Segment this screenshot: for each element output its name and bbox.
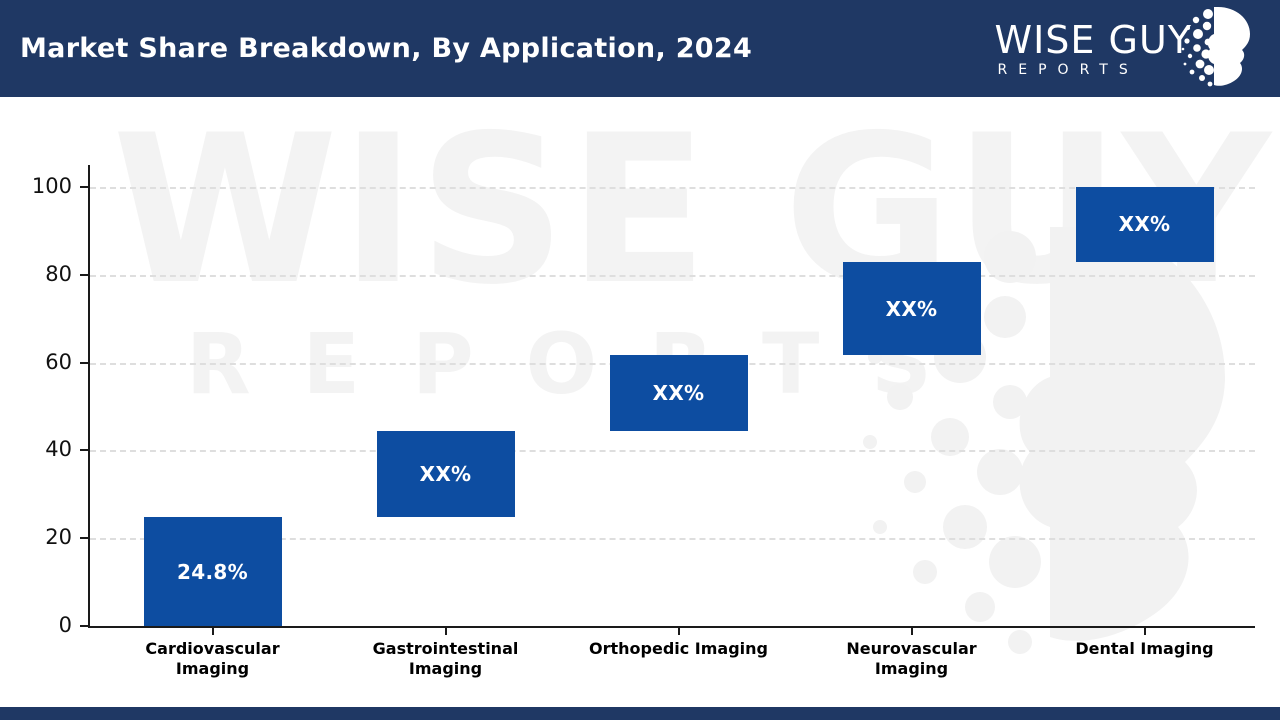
x-tick-mark <box>677 628 680 635</box>
bar-value-label: XX% <box>419 461 472 486</box>
y-tick-label: 20 <box>45 524 72 549</box>
x-category-label: Dental Imaging <box>1075 639 1214 658</box>
bar-value-label: XX% <box>885 296 938 321</box>
gridline <box>90 274 1255 277</box>
bar-value-label: XX% <box>1118 212 1171 237</box>
y-tick-label: 80 <box>45 261 72 286</box>
y-tick-label: 100 <box>31 173 72 198</box>
x-category-label: Gastrointestinal Imaging <box>372 639 519 678</box>
y-tick-mark <box>80 537 88 540</box>
y-tick-mark <box>80 361 88 364</box>
y-tick-label: 0 <box>58 612 72 637</box>
y-tick-mark <box>80 625 88 627</box>
x-tick-mark <box>444 628 447 635</box>
gridline <box>90 538 1255 541</box>
y-tick-mark <box>80 449 88 452</box>
x-tick-mark <box>211 628 214 635</box>
gridline <box>90 450 1255 453</box>
gridline <box>90 186 1255 189</box>
bar-segment: XX% <box>1075 186 1214 262</box>
logo-text: WISE GUY REPORTS <box>995 21 1192 77</box>
x-tick-mark <box>910 628 913 635</box>
bar-segment: XX% <box>842 262 981 356</box>
bar-segment: 24.8% <box>143 517 282 626</box>
y-tick-mark <box>80 185 88 188</box>
logo-head-icon <box>1181 6 1250 86</box>
y-tick-label: 60 <box>45 349 72 374</box>
logo-wiseguy: WISE GUY REPORTS <box>995 6 1256 90</box>
y-tick-label: 40 <box>45 437 72 462</box>
plot-area: 0 20 40 60 80 100 24.8% XX% XX% XX% XX% Cardiovascu… <box>32 165 1255 678</box>
header-bar: Market Share Breakdown, By Application, … <box>0 0 1280 97</box>
x-category-label: Cardiovascular Imaging <box>145 639 280 678</box>
logo-line1: WISE GUY <box>994 17 1192 62</box>
x-tick-mark <box>1143 628 1146 635</box>
x-category-label: Neurovascular Imaging <box>846 639 977 678</box>
x-category-label: Orthopedic Imaging <box>588 639 769 658</box>
bar-segment: XX% <box>609 355 748 431</box>
bar-segment: XX% <box>376 430 515 518</box>
bar-value-label: 24.8% <box>177 559 248 584</box>
y-tick-mark <box>80 273 88 276</box>
logo-line2: REPORTS <box>997 61 1139 78</box>
page-title: Market Share Breakdown, By Application, … <box>20 33 753 64</box>
footer-bar <box>0 707 1280 720</box>
bar-value-label: XX% <box>652 380 705 405</box>
